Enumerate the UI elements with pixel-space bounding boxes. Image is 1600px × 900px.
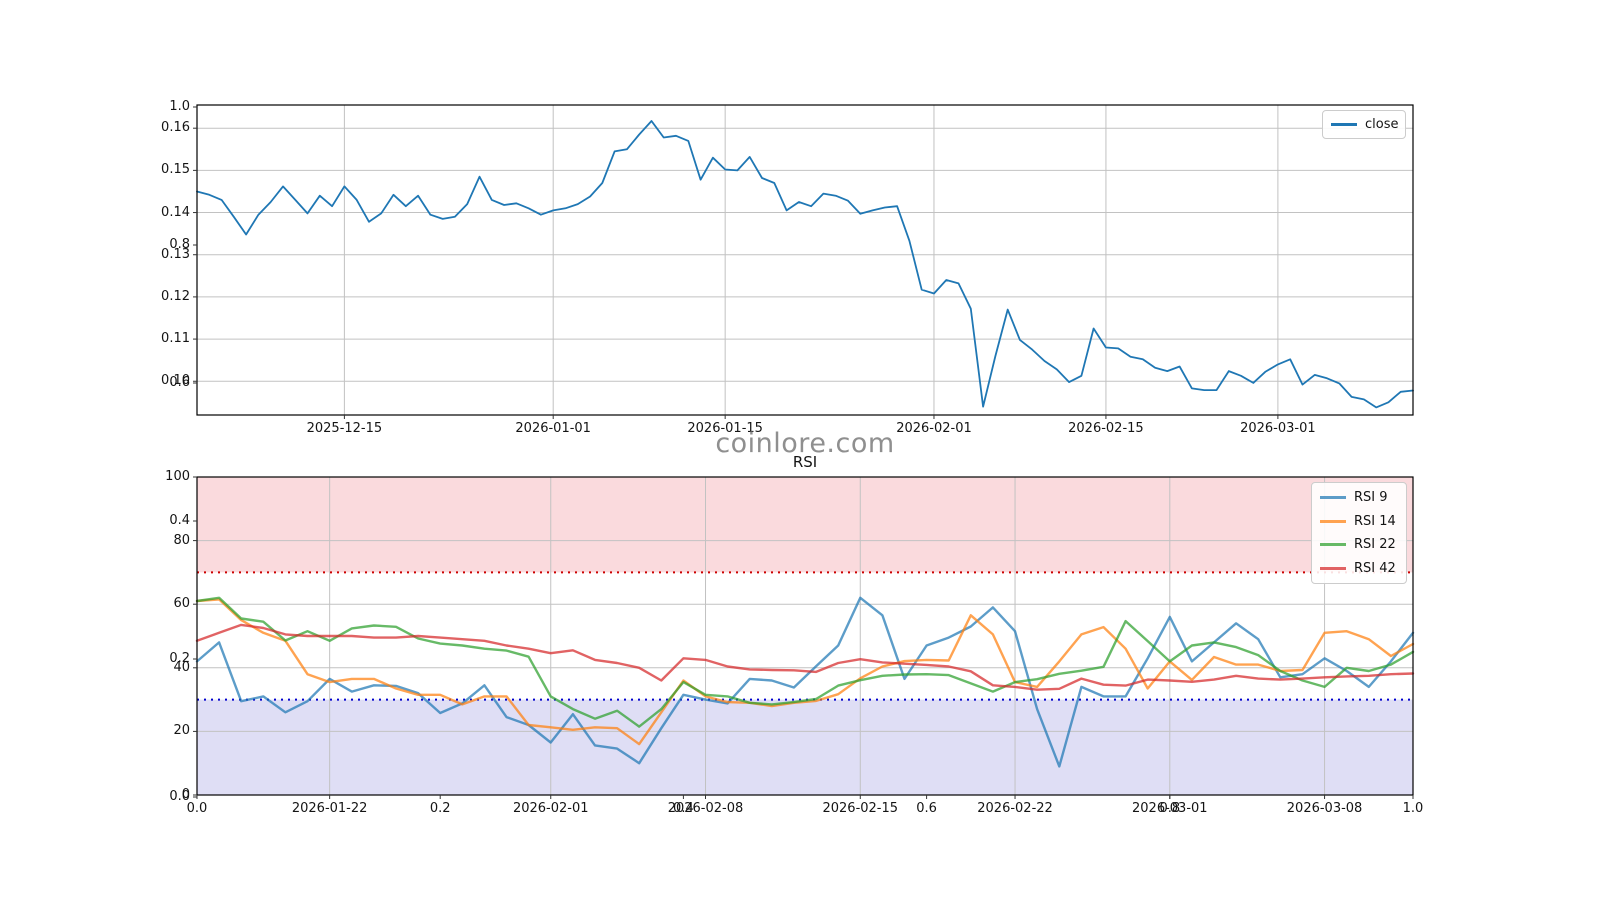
rsi-line-swatch bbox=[1320, 496, 1346, 500]
y-tick-label: 0.15 bbox=[161, 162, 190, 178]
x-tick-label: 2026-02-01 bbox=[896, 421, 972, 436]
legend-label: close bbox=[1365, 117, 1399, 132]
legend-item-rsi-9: RSI 9 bbox=[1320, 486, 1398, 510]
x-tick-label: 2025-12-15 bbox=[306, 421, 383, 436]
legend-item-rsi-14: RSI 14 bbox=[1320, 510, 1398, 534]
overlay-y-tick-label: 0.4 bbox=[169, 513, 190, 528]
overlay-y-tick-label: 0.8 bbox=[169, 237, 190, 252]
y-tick-label: 0.12 bbox=[161, 288, 190, 304]
y-tick-label: 60 bbox=[173, 596, 190, 612]
x-tick-label: 2026-02-01 bbox=[512, 801, 589, 816]
overlay-x-tick-label: 0.4 bbox=[673, 801, 694, 816]
x-tick-label: 2026-02-08 bbox=[667, 801, 744, 816]
legend-item-rsi-42: RSI 42 bbox=[1320, 557, 1398, 581]
y-tick-label: 0.16 bbox=[161, 120, 190, 136]
y-tick-label: 0 bbox=[181, 787, 190, 802]
y-tick-label: 0.11 bbox=[161, 331, 190, 347]
legend-label: RSI 22 bbox=[1354, 537, 1396, 553]
rsi-line-swatch bbox=[1320, 566, 1346, 570]
overlay-x-tick-label: 0.0 bbox=[186, 801, 208, 816]
x-tick-label: 2026-02-22 bbox=[977, 801, 1053, 816]
price-legend: close bbox=[1322, 110, 1406, 139]
rsi-title: RSI bbox=[792, 453, 818, 471]
watermark: coinlore.com bbox=[715, 428, 895, 459]
x-tick-label: 2026-03-01 bbox=[1240, 421, 1316, 436]
legend-label: RSI 42 bbox=[1354, 560, 1396, 576]
overlay-y-tick-label: 0.2 bbox=[169, 651, 190, 666]
overlay-x-tick-label: 0.2 bbox=[429, 801, 451, 816]
rsi-line-swatch bbox=[1320, 519, 1346, 523]
x-tick-label: 2026-01-22 bbox=[291, 801, 368, 816]
legend-item-rsi-22: RSI 22 bbox=[1320, 533, 1398, 557]
y-tick-label: 40 bbox=[173, 659, 190, 675]
legend-label: RSI 14 bbox=[1354, 513, 1396, 529]
overlay-y-tick-label: 1.0 bbox=[169, 99, 190, 114]
x-tick-label: 2026-01-01 bbox=[515, 421, 591, 436]
x-tick-label: 2026-03-01 bbox=[1132, 801, 1208, 816]
overlay-x-tick-label: 0.8 bbox=[1159, 801, 1181, 816]
x-tick-label: 2026-03-08 bbox=[1286, 801, 1363, 816]
rsi-line-swatch bbox=[1320, 543, 1346, 547]
y-tick-label: 80 bbox=[173, 532, 190, 548]
legend-item-close: close bbox=[1331, 114, 1399, 135]
overlay-y-tick-label: 0.6 bbox=[169, 375, 190, 390]
overlay-x-tick-label: 0.6 bbox=[916, 801, 937, 816]
overlay-x-tick-label: 1.0 bbox=[1402, 801, 1424, 816]
y-tick-label: 0.13 bbox=[161, 246, 190, 262]
close-line-swatch bbox=[1331, 123, 1357, 126]
legend-label: RSI 9 bbox=[1354, 490, 1388, 506]
y-tick-label: 20 bbox=[173, 723, 190, 739]
y-tick-label: 100 bbox=[165, 469, 190, 484]
y-tick-label: 0.14 bbox=[161, 204, 190, 220]
overlay-y-tick-label: 0.0 bbox=[169, 789, 190, 804]
x-tick-label: 2026-02-15 bbox=[822, 801, 899, 816]
rsi-legend: RSI 9 RSI 14 RSI 22 RSI 42 bbox=[1311, 482, 1407, 584]
y-tick-label: 0.10 bbox=[161, 373, 190, 389]
x-tick-label: 2026-01-15 bbox=[687, 421, 763, 436]
x-tick-label: 2026-02-15 bbox=[1068, 421, 1144, 436]
